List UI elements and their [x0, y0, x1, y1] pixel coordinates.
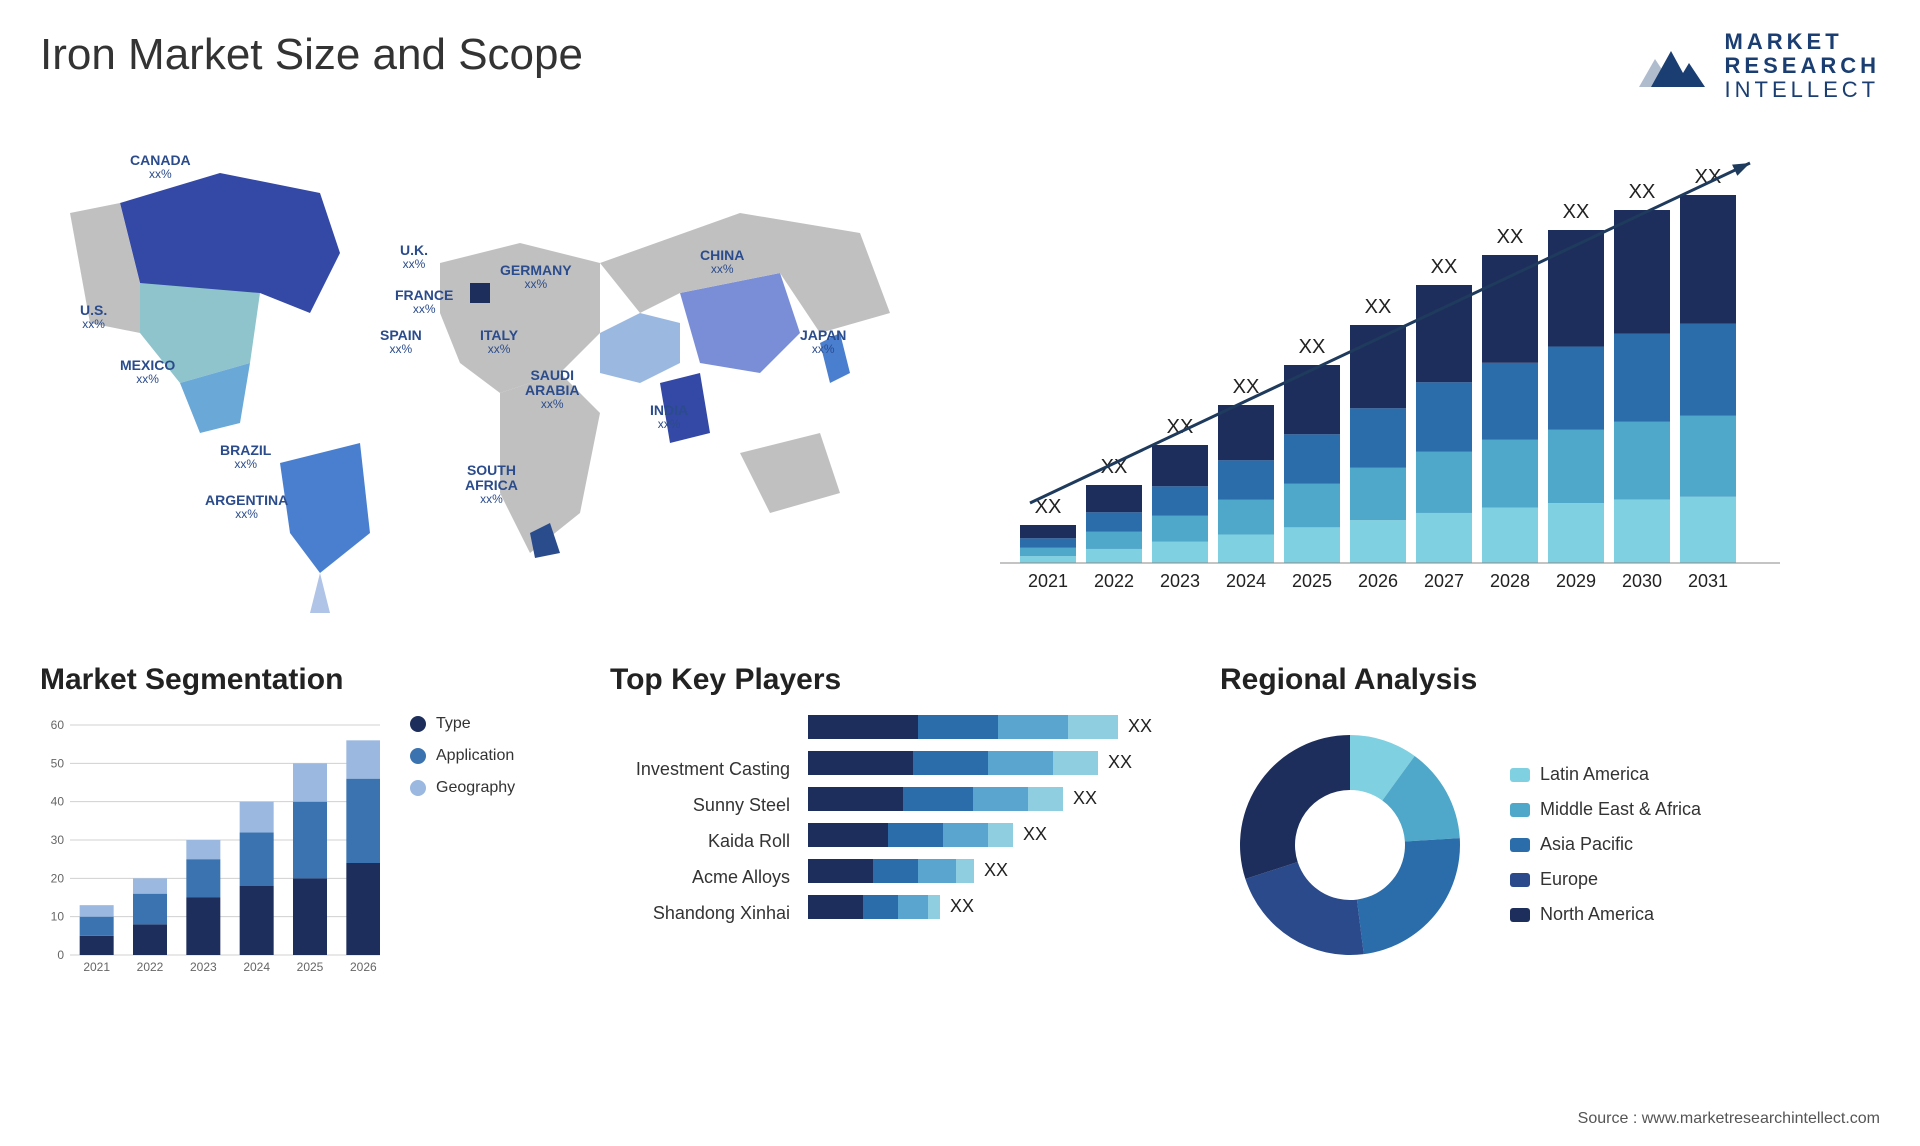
- legend-item: North America: [1510, 904, 1701, 925]
- key-players-panel: Top Key Players Investment CastingSunny …: [610, 663, 1170, 975]
- brand-logo: MARKET RESEARCH INTELLECT: [1633, 30, 1880, 103]
- svg-text:2026: 2026: [1358, 571, 1398, 591]
- legend-item: Geography: [410, 779, 515, 797]
- player-labels: Investment CastingSunny SteelKaida RollA…: [610, 715, 790, 931]
- map-label: FRANCExx%: [395, 288, 453, 317]
- map-label: U.S.xx%: [80, 303, 107, 332]
- svg-text:2022: 2022: [1094, 571, 1134, 591]
- map-label: SPAINxx%: [380, 328, 422, 357]
- segmentation-legend: Type Application Geography: [410, 715, 515, 797]
- svg-text:2028: 2028: [1490, 571, 1530, 591]
- svg-text:40: 40: [51, 794, 65, 808]
- player-bar-row: XX: [808, 823, 1152, 847]
- source-attribution: Source : www.marketresearchintellect.com: [1578, 1110, 1880, 1128]
- map-label: GERMANYxx%: [500, 263, 572, 292]
- legend-item: Europe: [1510, 869, 1701, 890]
- key-players-title: Top Key Players: [610, 663, 1170, 697]
- svg-text:2024: 2024: [1226, 571, 1266, 591]
- map-label: JAPANxx%: [800, 328, 846, 357]
- map-label: MEXICOxx%: [120, 358, 175, 387]
- map-label: SAUDIARABIAxx%: [525, 368, 579, 412]
- segmentation-chart: 0 10 20 30 40 50 60 2021 2022 2023 2024 2025 2026: [40, 715, 380, 975]
- svg-text:2031: 2031: [1688, 571, 1728, 591]
- regional-title: Regional Analysis: [1220, 663, 1880, 697]
- player-bar-row: XX: [808, 895, 1152, 919]
- logo-icon: [1633, 37, 1711, 95]
- svg-text:XX: XX: [1497, 226, 1524, 248]
- player-bar-row: XX: [808, 715, 1152, 739]
- legend-item: Latin America: [1510, 764, 1701, 785]
- top-charts-row: CANADAxx% U.S.xx% MEXICOxx% BRAZILxx% ARGENT…: [40, 133, 1880, 613]
- player-bars: XX XX XX XX XX XX: [808, 715, 1152, 931]
- svg-text:XX: XX: [1431, 256, 1458, 278]
- svg-text:2025: 2025: [297, 960, 324, 974]
- legend-item: Application: [410, 747, 515, 765]
- legend-item: Type: [410, 715, 515, 733]
- logo-text: MARKET RESEARCH INTELLECT: [1725, 30, 1880, 103]
- svg-text:2022: 2022: [137, 960, 164, 974]
- player-label: Kaida Roll: [610, 823, 790, 859]
- player-label: Shandong Xinhai: [610, 895, 790, 931]
- svg-text:2027: 2027: [1424, 571, 1464, 591]
- player-bar-row: XX: [808, 787, 1152, 811]
- svg-text:2023: 2023: [190, 960, 217, 974]
- svg-text:2025: 2025: [1292, 571, 1332, 591]
- player-label: Sunny Steel: [610, 787, 790, 823]
- segmentation-panel: Market Segmentation 0 10 20 30 40 50 60 2021 202…: [40, 663, 560, 975]
- svg-text:2030: 2030: [1622, 571, 1662, 591]
- header: Iron Market Size and Scope MARKET RESEAR…: [40, 30, 1880, 103]
- svg-text:2021: 2021: [83, 960, 110, 974]
- map-label: CHINAxx%: [700, 248, 744, 277]
- player-label: Acme Alloys: [610, 859, 790, 895]
- svg-text:XX: XX: [1299, 336, 1326, 358]
- regional-legend: Latin America Middle East & Africa Asia Pa…: [1510, 764, 1701, 925]
- player-label: Investment Casting: [610, 751, 790, 787]
- svg-text:XX: XX: [1629, 181, 1656, 203]
- svg-text:0: 0: [57, 948, 64, 962]
- map-label: SOUTHAFRICAxx%: [465, 463, 518, 507]
- map-label: U.K.xx%: [400, 243, 428, 272]
- map-label: ITALYxx%: [480, 328, 518, 357]
- player-bar-row: XX: [808, 751, 1152, 775]
- world-map-panel: CANADAxx% U.S.xx% MEXICOxx% BRAZILxx% ARGENT…: [40, 133, 940, 613]
- map-label: ARGENTINAxx%: [205, 493, 288, 522]
- map-label: INDIAxx%: [650, 403, 688, 432]
- player-bar-row: XX: [808, 859, 1152, 883]
- svg-text:2026: 2026: [350, 960, 377, 974]
- svg-text:10: 10: [51, 909, 65, 923]
- growth-bar-chart: XX 2021 XX 2022 XX 2023 XX 2024 XX 2025 XX 2026 XX 20…: [1000, 133, 1800, 613]
- svg-text:2024: 2024: [243, 960, 270, 974]
- segmentation-title: Market Segmentation: [40, 663, 560, 697]
- svg-text:2023: 2023: [1160, 571, 1200, 591]
- svg-text:2021: 2021: [1028, 571, 1068, 591]
- bottom-row: Market Segmentation 0 10 20 30 40 50 60 2021 202…: [40, 663, 1880, 975]
- svg-text:XX: XX: [1563, 201, 1590, 223]
- legend-item: Asia Pacific: [1510, 834, 1701, 855]
- svg-text:XX: XX: [1365, 296, 1392, 318]
- growth-chart-panel: XX 2021 XX 2022 XX 2023 XX 2024 XX 2025 XX 2026 XX 20…: [1000, 133, 1880, 613]
- svg-text:30: 30: [51, 833, 65, 847]
- svg-text:XX: XX: [1233, 376, 1260, 398]
- svg-text:50: 50: [51, 756, 65, 770]
- svg-text:2029: 2029: [1556, 571, 1596, 591]
- map-label: CANADAxx%: [130, 153, 191, 182]
- svg-text:20: 20: [51, 871, 65, 885]
- map-label: BRAZILxx%: [220, 443, 271, 472]
- page-title: Iron Market Size and Scope: [40, 30, 583, 80]
- legend-item: Middle East & Africa: [1510, 799, 1701, 820]
- regional-donut-chart: [1220, 715, 1480, 975]
- regional-panel: Regional Analysis Latin America Middle Ea…: [1220, 663, 1880, 975]
- svg-text:60: 60: [51, 718, 65, 732]
